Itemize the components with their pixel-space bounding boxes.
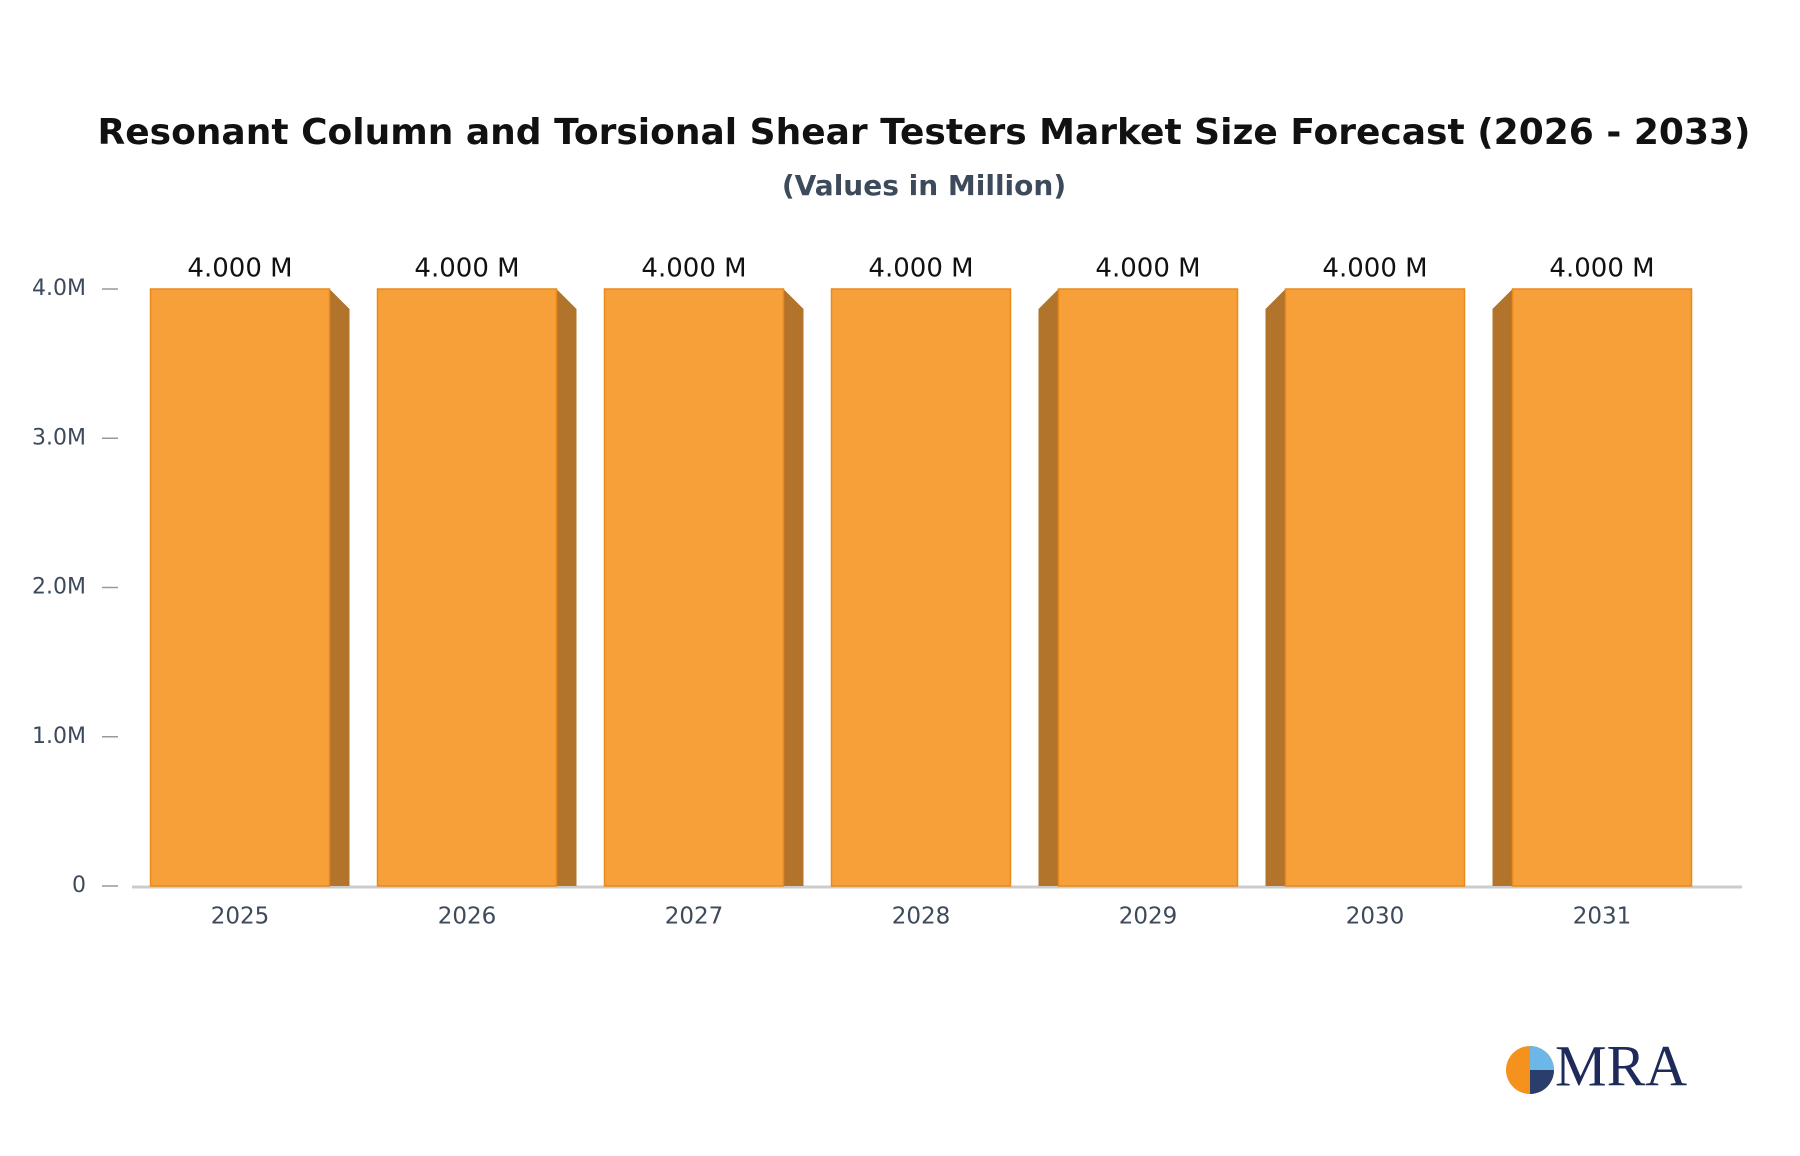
- y-tick-label: 2.0M: [32, 575, 86, 600]
- bar: [1284, 288, 1466, 887]
- bar: [830, 288, 1012, 887]
- data-label: 4.000 M: [1095, 254, 1200, 284]
- chart-title: Resonant Column and Torsional Shear Test…: [98, 112, 1751, 153]
- y-tick-label: 0: [72, 873, 86, 898]
- data-label: 4.000 M: [414, 254, 519, 284]
- bar-side: [556, 289, 577, 886]
- x-tick-label: 2029: [1119, 904, 1178, 930]
- bar-side: [783, 289, 804, 886]
- chart-subtitle: (Values in Million): [782, 169, 1066, 202]
- y-tick-label: 1.0M: [32, 724, 86, 749]
- x-tick-label: 2027: [665, 904, 724, 930]
- logo-icon-part: [1530, 1070, 1554, 1094]
- data-label: 4.000 M: [1549, 254, 1654, 284]
- x-tick-label: 2030: [1346, 904, 1405, 930]
- bar: [1511, 288, 1693, 887]
- x-tick-label: 2028: [892, 904, 951, 930]
- y-tick-label: 3.0M: [32, 425, 86, 450]
- logo: MRA: [1506, 1033, 1687, 1098]
- bar: [1057, 288, 1239, 887]
- data-label: 4.000 M: [1322, 254, 1427, 284]
- x-tick-label: 2026: [438, 904, 497, 930]
- bar: [603, 288, 785, 887]
- logo-text: MRA: [1555, 1033, 1687, 1098]
- y-tick-label: 4.0M: [32, 276, 86, 301]
- bar: [149, 288, 331, 887]
- bar-side: [1038, 289, 1059, 886]
- bar-side: [329, 289, 350, 886]
- bar-side: [1492, 289, 1513, 886]
- data-label: 4.000 M: [641, 254, 746, 284]
- bar-side: [1265, 289, 1286, 886]
- data-label: 4.000 M: [868, 254, 973, 284]
- data-label: 4.000 M: [187, 254, 292, 284]
- bar: [376, 288, 558, 887]
- logo-icon-part: [1530, 1046, 1554, 1070]
- x-tick-label: 2031: [1573, 904, 1632, 930]
- x-tick-label: 2025: [211, 904, 270, 930]
